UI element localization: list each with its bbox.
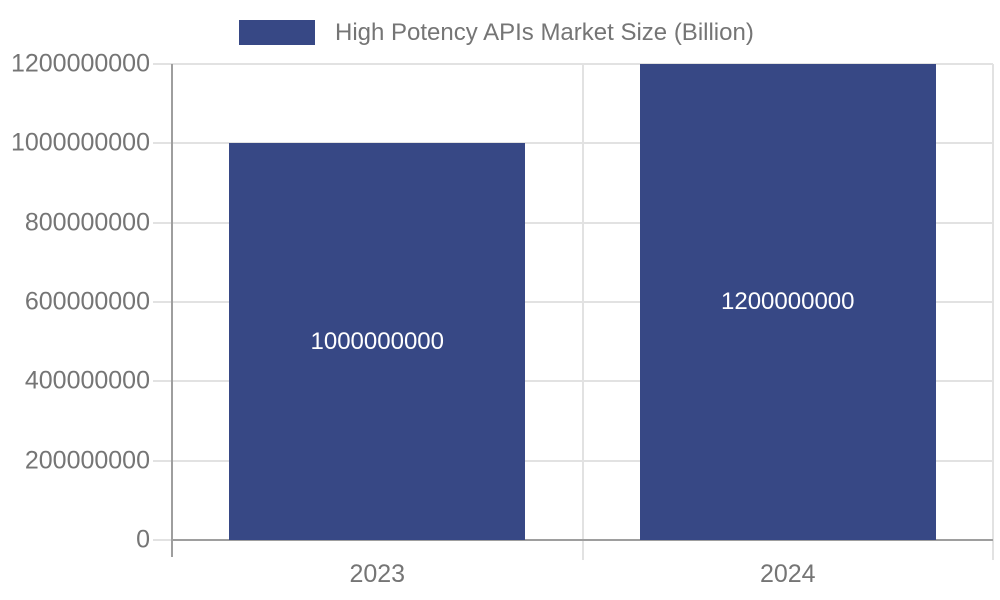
bar-value-label: 1200000000 [721,288,855,315]
y-axis-line [171,64,173,557]
y-axis-tick [153,459,172,462]
bar[interactable] [640,64,936,540]
legend-swatch [239,20,315,45]
y-tick-label: 200000000 [24,446,150,475]
y-tick-label: 600000000 [24,287,150,316]
y-tick-label: 1000000000 [10,128,150,157]
y-axis-tick [153,221,172,224]
y-tick-label: 1200000000 [10,49,150,78]
y-axis-tick [153,380,172,383]
y-tick-label: 800000000 [24,208,150,237]
y-axis-tick [153,142,172,145]
y-tick-label: 400000000 [24,366,150,395]
bar-value-label: 1000000000 [310,327,444,355]
x-axis-line [171,539,993,541]
y-tick-label: 0 [136,525,150,554]
x-tick-label: 2023 [349,560,406,588]
category-boundary-gridline [581,64,584,560]
legend[interactable]: High Potency APIs Market Size (Billion) [239,20,754,45]
x-tick-label: 2024 [759,560,816,588]
y-axis-tick [153,301,172,303]
category-boundary-gridline [992,64,994,560]
y-axis-tick [153,63,172,65]
legend-label: High Potency APIs Market Size (Billion) [335,19,754,46]
y-axis-tick [153,539,172,541]
bar[interactable] [229,143,525,540]
